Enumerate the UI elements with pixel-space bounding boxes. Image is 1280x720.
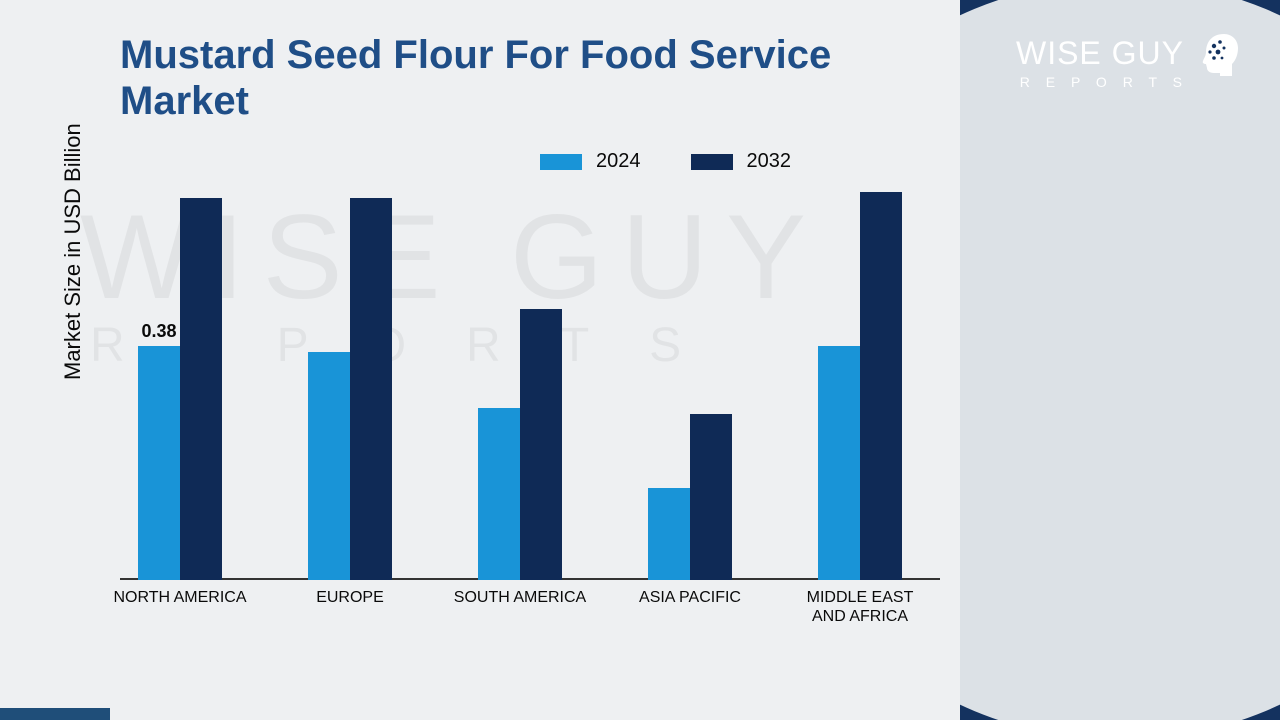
brand-logo: WISE GUY R E P O R T S xyxy=(1016,30,1240,90)
bar-2032 xyxy=(520,309,562,580)
bar-2032 xyxy=(690,414,732,580)
plot-area: 0.38NORTH AMERICAEUROPESOUTH AMERICAASIA… xyxy=(120,180,940,580)
bar-chart: 0.38NORTH AMERICAEUROPESOUTH AMERICAASIA… xyxy=(120,180,940,580)
y-axis-label: Market Size in USD Billion xyxy=(60,123,86,380)
bar-2024 xyxy=(818,346,860,580)
bar-value-label: 0.38 xyxy=(141,321,176,346)
legend-label: 2032 xyxy=(747,150,792,173)
category-label: SOUTH AMERICA xyxy=(450,580,590,607)
bar-2032 xyxy=(180,198,222,580)
bar-2024 xyxy=(478,408,520,580)
logo-text-main: WISE GUY xyxy=(1016,35,1184,72)
legend-label: 2024 xyxy=(596,150,641,173)
brand-side-band xyxy=(960,0,1280,720)
bar-2032 xyxy=(350,198,392,580)
category-label: MIDDLE EAST AND AFRICA xyxy=(790,580,930,626)
chart-title: Mustard Seed Flour For Food Service Mark… xyxy=(120,32,880,124)
category-label: ASIA PACIFIC xyxy=(620,580,760,607)
bar-2024 xyxy=(648,488,690,580)
bar-2032 xyxy=(860,192,902,580)
report-canvas: WISE GUY R E P O R T S Mustard Seed Flou… xyxy=(0,0,1280,720)
legend-item-2024: 2024 xyxy=(540,150,641,173)
legend-item-2032: 2032 xyxy=(691,150,792,173)
logo-text-sub: R E P O R T S xyxy=(1016,74,1188,90)
bar-2024: 0.38 xyxy=(138,346,180,580)
chart-legend: 2024 2032 xyxy=(540,150,791,173)
head-silhouette-icon xyxy=(1194,30,1240,76)
category-label: NORTH AMERICA xyxy=(110,580,250,607)
category-label: EUROPE xyxy=(280,580,420,607)
accent-strip xyxy=(0,708,110,720)
legend-swatch xyxy=(540,154,582,170)
legend-swatch xyxy=(691,154,733,170)
bar-2024 xyxy=(308,352,350,580)
